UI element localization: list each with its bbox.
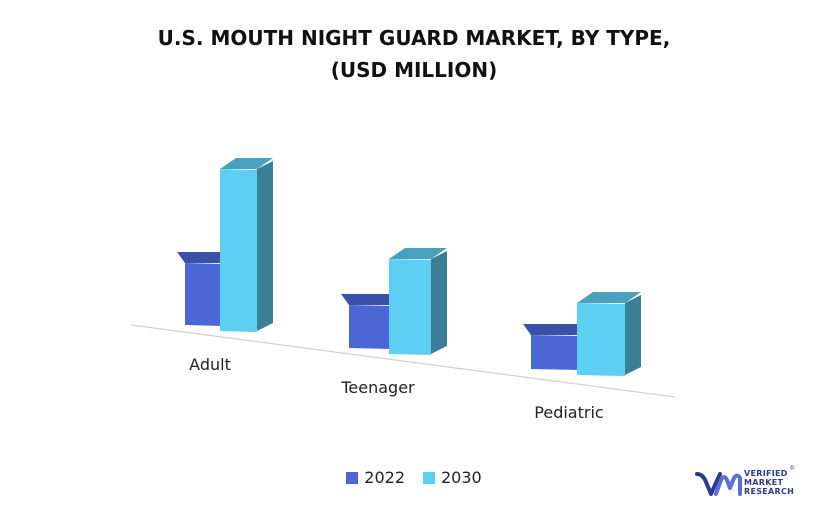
bar-front-teenager-2022 [349,305,391,349]
floor-line [130,324,676,398]
title-line-2: (USD MILLION) [330,58,498,82]
bar-side-teenager-2030 [431,251,447,354]
vmr-logo-icon [695,472,742,496]
verified-market-research-logo: VERIFIED MARKET RESEARCH ® [694,466,804,500]
bar-teenager-2022[interactable] [341,294,398,349]
bar-top-teenager-2030 [389,248,447,259]
chart-title: U.S. MOUTH NIGHT GUARD MARKET, BY TYPE, … [0,22,828,86]
bar-top-adult-2022 [177,252,229,263]
logo-wordmark: VERIFIED MARKET RESEARCH [744,469,794,496]
bar-pediatric-2030[interactable] [577,292,641,376]
legend-swatch-2022 [346,471,359,484]
legend: 2022 2030 [0,468,828,487]
category-label-teenager: Teenager [340,378,415,397]
bar-top-adult-2030 [220,158,273,169]
registered-mark: ® [790,466,795,472]
legend-swatch-2030 [423,471,435,484]
legend-label-2022: 2022 [364,468,405,487]
bar-side-adult-2030 [257,161,273,331]
bar-front-teenager-2030 [389,259,431,355]
bar-top-pediatric-2022 [523,324,586,335]
legend-item-2022[interactable]: 2022 [346,468,405,487]
bar-pediatric-2022[interactable] [523,324,586,370]
bar-front-pediatric-2030 [577,303,625,376]
bar-side-pediatric-2030 [625,295,641,375]
bar-front-adult-2022 [185,263,222,326]
logo-line-3: RESEARCH [744,487,795,496]
title-line-1: U.S. MOUTH NIGHT GUARD MARKET, BY TYPE, [157,26,671,50]
legend-item-2030[interactable]: 2030 [423,468,482,487]
category-label-pediatric: Pediatric [534,403,603,422]
logo-line-1: VERIFIED [744,469,788,478]
bar-front-pediatric-2022 [531,335,579,370]
bar-front-adult-2030 [220,169,257,332]
bar-top-teenager-2022 [341,294,398,305]
legend-label-2030: 2030 [441,468,482,487]
logo-line-2: MARKET [744,478,784,487]
bar-top-pediatric-2030 [577,292,641,303]
bar-adult-2030[interactable] [220,158,273,332]
bar-teenager-2030[interactable] [389,248,447,355]
category-label-adult: Adult [189,355,231,374]
